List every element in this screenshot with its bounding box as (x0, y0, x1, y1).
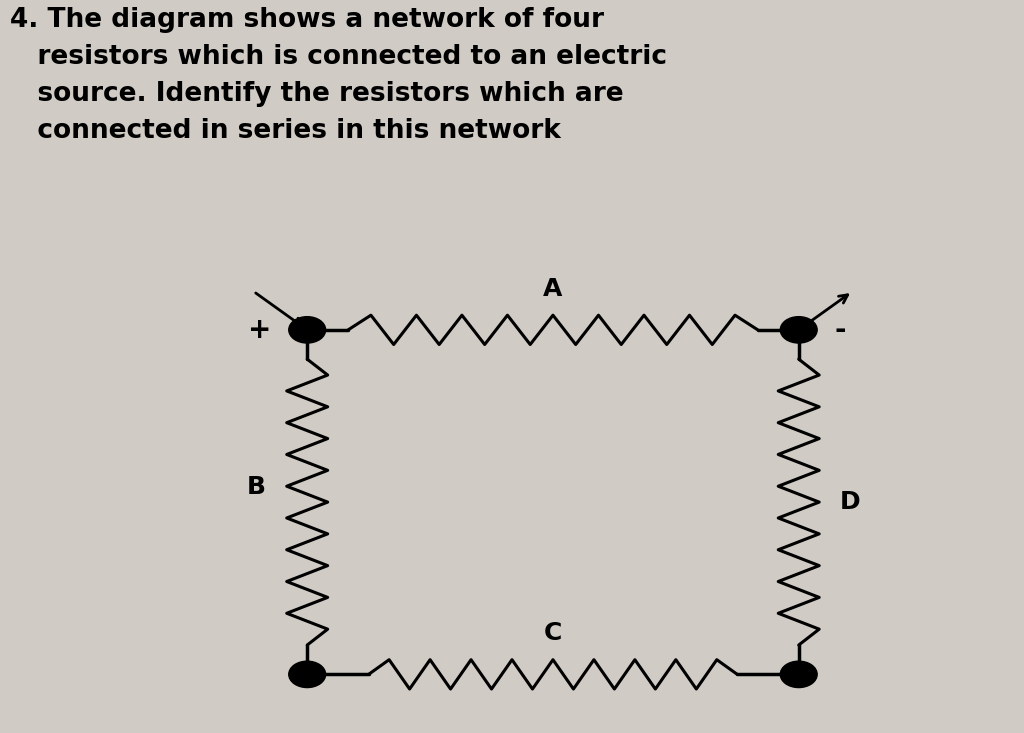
Text: 4. The diagram shows a network of four
   resistors which is connected to an ele: 4. The diagram shows a network of four r… (10, 7, 668, 144)
Circle shape (289, 661, 326, 688)
Text: -: - (835, 316, 846, 344)
Circle shape (780, 317, 817, 343)
Text: D: D (840, 490, 860, 514)
Text: B: B (247, 476, 266, 499)
Circle shape (289, 317, 326, 343)
Text: +: + (248, 316, 271, 344)
Text: A: A (544, 276, 562, 301)
Circle shape (780, 661, 817, 688)
Text: C: C (544, 621, 562, 645)
